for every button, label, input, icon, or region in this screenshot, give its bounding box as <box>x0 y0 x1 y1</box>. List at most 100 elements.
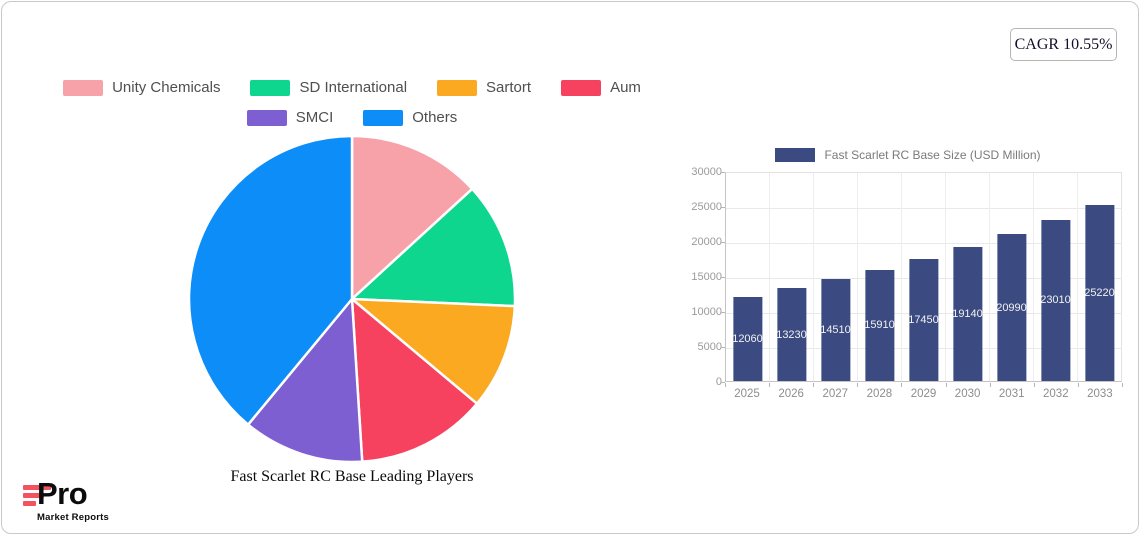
bar-slot: 12060 <box>726 173 770 381</box>
gridline <box>726 208 1121 209</box>
y-tick-label: 15000 <box>691 271 722 283</box>
pie-slice-sd-international[interactable] <box>350 187 517 308</box>
y-axis-tick <box>721 207 725 208</box>
pie-legend-item[interactable]: SD International <box>250 79 407 96</box>
bar-slots: 12060 13230 14510 15910 17450 19140 20990 23010… <box>726 173 1121 381</box>
legend-swatch <box>363 109 404 126</box>
pie-slice-sartort[interactable] <box>350 297 517 405</box>
bar-2033[interactable]: 25220 <box>1084 204 1115 381</box>
y-axis-tick <box>721 277 725 278</box>
bar-2025[interactable]: 12060 <box>732 296 763 381</box>
legend-swatch <box>250 79 291 96</box>
bar-2027[interactable]: 14510 <box>820 279 851 381</box>
x-axis: 2025 2026 2027 2028 2029 2030 2031 2032 2033 <box>725 388 1122 400</box>
bar-chart: Fast Scarlet RC Base Size (USD Million) … <box>682 142 1134 422</box>
x-tick-label: 2027 <box>822 388 849 400</box>
pie-slice-aum[interactable] <box>350 297 479 463</box>
pie-legend-item[interactable]: Unity Chemicals <box>63 79 220 96</box>
gridline <box>726 243 1121 244</box>
legend-label: Others <box>412 109 458 126</box>
x-axis-tick <box>1077 383 1079 387</box>
bar-legend-item[interactable]: Fast Scarlet RC Base Size (USD Million) <box>682 148 1134 162</box>
y-axis-tick <box>721 312 725 313</box>
x-axis-tick <box>725 383 726 387</box>
bar-legend-swatch <box>775 148 816 162</box>
bar-2032[interactable]: 23010 <box>1040 219 1071 381</box>
legend-swatch <box>561 79 602 96</box>
y-tick-label: 25000 <box>691 201 722 213</box>
bar-value-label: 12060 <box>732 332 763 345</box>
x-tick-label: 2029 <box>910 388 937 400</box>
x-axis-tick <box>813 383 815 387</box>
y-tick-label: 5000 <box>697 341 722 353</box>
cagr-badge: CAGR 10.55% <box>1010 28 1117 61</box>
bar-2028[interactable]: 15910 <box>864 269 895 381</box>
bar-value-label: 13230 <box>776 328 807 341</box>
logo-title: Pro <box>37 476 88 511</box>
bar-2029[interactable]: 17450 <box>908 258 939 381</box>
legend-label: Aum <box>610 79 641 96</box>
x-tick-label: 2025 <box>734 388 760 400</box>
pie-legend-item[interactable]: Others <box>363 109 457 126</box>
pie-slice-others[interactable] <box>187 134 354 426</box>
x-axis-tick <box>1122 383 1123 387</box>
x-tick-label: 2030 <box>954 388 981 400</box>
bar-slot: 25220 <box>1078 173 1121 381</box>
bar-value-label: 20990 <box>996 301 1027 314</box>
bar-slot: 14510 <box>814 173 858 381</box>
pie-slice-unity-chemicals[interactable] <box>350 134 474 301</box>
pie-slice-smci[interactable] <box>246 297 364 464</box>
bar-plot-area: 12060 13230 14510 15910 17450 19140 20990 23010… <box>725 172 1122 382</box>
logo-bar <box>23 485 51 490</box>
pie-legend-item[interactable]: Aum <box>561 79 641 96</box>
bar-value-label: 17450 <box>908 313 939 326</box>
y-axis-tick <box>721 172 725 173</box>
bar-2026[interactable]: 13230 <box>776 288 807 381</box>
pie-legend-row-2: SMCI Others <box>2 109 702 126</box>
bar-slot: 17450 <box>902 173 946 381</box>
pie-plot <box>187 134 517 464</box>
legend-label: Unity Chemicals <box>112 79 221 96</box>
x-axis-tick <box>989 383 991 387</box>
bar-value-label: 15910 <box>864 319 895 332</box>
y-tick-label: 20000 <box>691 236 722 248</box>
pie-legend-item[interactable]: SMCI <box>246 109 334 126</box>
y-tick-label: 30000 <box>691 166 722 178</box>
bar-legend-label: Fast Scarlet RC Base Size (USD Million) <box>824 148 1041 162</box>
logo-bar <box>23 493 44 498</box>
logo-subtitle: Market Reports <box>37 512 109 523</box>
bar-slot: 15910 <box>858 173 902 381</box>
x-axis-tick <box>857 383 859 387</box>
bar-value-label: 25220 <box>1084 286 1115 299</box>
legend-swatch <box>63 79 104 96</box>
bar-2031[interactable]: 20990 <box>996 234 1027 381</box>
pie-chart: Unity Chemicals SD International Sartort Au… <box>2 2 702 502</box>
y-axis-tick <box>721 347 725 348</box>
y-axis-tick <box>721 242 725 243</box>
logo-bar <box>23 501 36 506</box>
y-axis-tick <box>721 382 725 383</box>
pie-legend-row-1: Unity Chemicals SD International Sartort Au… <box>2 79 702 96</box>
legend-label: Sartort <box>486 79 532 96</box>
y-tick-label: 10000 <box>691 306 722 318</box>
bar-value-label: 19140 <box>952 308 983 320</box>
pro-market-reports-logo: Pro Market Reports <box>23 478 109 523</box>
logo-bars-icon <box>23 485 51 509</box>
x-axis-tick <box>769 383 771 387</box>
bar-value-label: 14510 <box>820 324 851 337</box>
legend-swatch <box>437 79 478 96</box>
cagr-badge-label: CAGR 10.55% <box>1014 35 1113 53</box>
legend-label: SD International <box>299 79 408 96</box>
pie-legend-item[interactable]: Sartort <box>437 79 531 96</box>
x-axis-tick <box>901 383 903 387</box>
y-tick-label: 0 <box>715 376 722 388</box>
x-tick-label: 2032 <box>1043 388 1069 400</box>
x-tick-label: 2026 <box>778 388 804 400</box>
x-tick-label: 2031 <box>998 388 1025 400</box>
bar-2030[interactable]: 19140 <box>952 247 983 381</box>
x-axis-tick <box>945 383 947 387</box>
legend-label: SMCI <box>295 109 334 126</box>
bar-slot: 19140 <box>946 173 990 381</box>
x-tick-label: 2028 <box>866 388 893 400</box>
